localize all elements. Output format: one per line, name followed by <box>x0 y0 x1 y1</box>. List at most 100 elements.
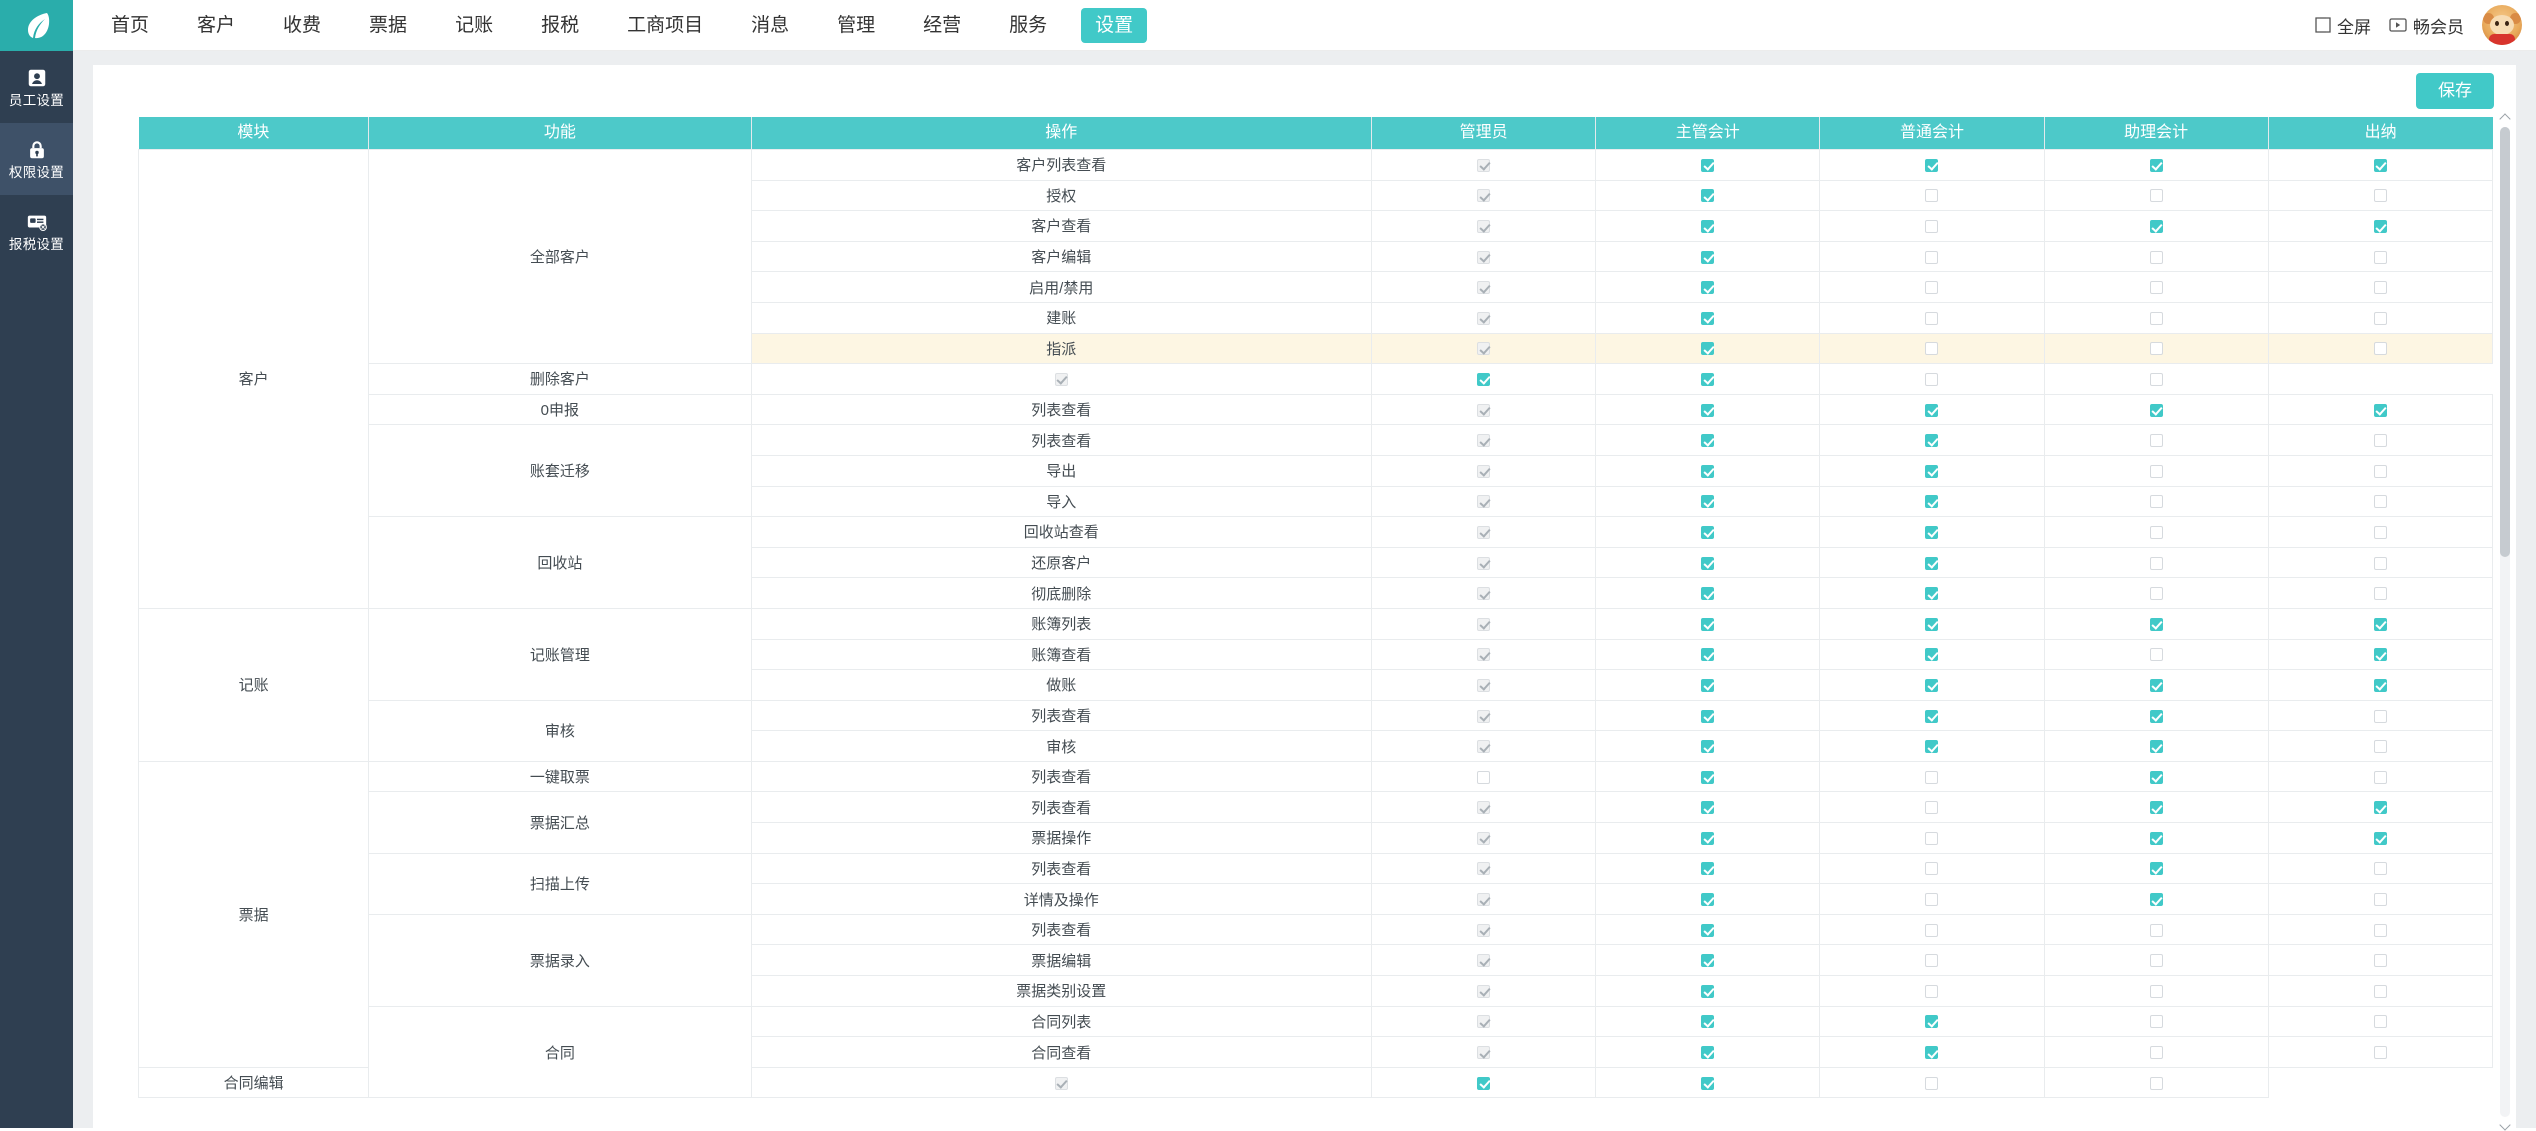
permission-checkbox-4[interactable] <box>2373 678 2387 692</box>
permission-checkbox-3[interactable] <box>2149 464 2163 478</box>
permission-checkbox-4[interactable] <box>2373 434 2387 448</box>
app-logo[interactable] <box>0 0 73 51</box>
permission-checkbox-2[interactable] <box>1925 311 1939 325</box>
permission-checkbox-1[interactable] <box>1701 525 1715 539</box>
permission-checkbox-4[interactable] <box>2373 311 2387 325</box>
permission-checkbox-4[interactable] <box>2149 1076 2163 1090</box>
sidebar-item-1[interactable]: 权限设置 <box>0 123 73 195</box>
permission-checkbox-1[interactable] <box>1701 740 1715 754</box>
permission-checkbox-1[interactable] <box>1701 617 1715 631</box>
permission-checkbox-2[interactable] <box>1925 709 1939 723</box>
permission-checkbox-4[interactable] <box>2373 648 2387 662</box>
permission-checkbox-3[interactable] <box>2149 220 2163 234</box>
permission-checkbox-4[interactable] <box>2373 709 2387 723</box>
permission-checkbox-3[interactable] <box>2149 1015 2163 1029</box>
permission-checkbox-3[interactable] <box>2149 740 2163 754</box>
member-button[interactable]: 畅会员 <box>2389 13 2464 38</box>
permission-checkbox-3[interactable] <box>2149 342 2163 356</box>
permission-checkbox-1[interactable] <box>1701 709 1715 723</box>
permission-checkbox-2[interactable] <box>1925 434 1939 448</box>
permission-checkbox-4[interactable] <box>2373 556 2387 570</box>
permission-checkbox-3[interactable] <box>2149 831 2163 845</box>
permission-checkbox-3[interactable] <box>2149 862 2163 876</box>
permission-checkbox-4[interactable] <box>2373 281 2387 295</box>
save-button[interactable]: 保存 <box>2416 72 2494 110</box>
permission-checkbox-3[interactable] <box>2149 893 2163 907</box>
permission-checkbox-4[interactable] <box>2373 189 2387 203</box>
permission-checkbox-3[interactable] <box>2149 587 2163 601</box>
permission-checkbox-3[interactable] <box>2149 954 2163 968</box>
permission-checkbox-1[interactable] <box>1701 954 1715 968</box>
vertical-scrollbar[interactable] <box>2499 113 2511 1131</box>
permission-checkbox-4[interactable] <box>2373 158 2387 172</box>
permission-checkbox-3[interactable] <box>2149 801 2163 815</box>
nav-item-7[interactable]: 消息 <box>751 14 790 36</box>
permission-checkbox-1[interactable] <box>1701 648 1715 662</box>
nav-item-4[interactable]: 记账 <box>455 14 494 36</box>
permission-checkbox-1[interactable] <box>1701 1015 1715 1029</box>
permission-checkbox-2[interactable] <box>1925 158 1939 172</box>
permission-checkbox-1[interactable] <box>1701 434 1715 448</box>
permission-checkbox-1[interactable] <box>1701 495 1715 509</box>
permission-checkbox-4[interactable] <box>2149 372 2163 386</box>
permission-checkbox-3[interactable] <box>2149 1046 2163 1060</box>
permission-checkbox-2[interactable] <box>1701 1076 1715 1090</box>
permission-checkbox-2[interactable] <box>1925 525 1939 539</box>
permission-checkbox-2[interactable] <box>1925 189 1939 203</box>
permission-checkbox-2[interactable] <box>1925 740 1939 754</box>
permission-checkbox-4[interactable] <box>2373 770 2387 784</box>
permission-checkbox-4[interactable] <box>2373 617 2387 631</box>
fullscreen-button[interactable]: 全屏 <box>2315 13 2371 38</box>
permission-checkbox-3[interactable] <box>2149 923 2163 937</box>
nav-item-6[interactable]: 工商项目 <box>627 14 704 36</box>
nav-item-10[interactable]: 服务 <box>1009 14 1048 36</box>
permission-checkbox-3[interactable] <box>2149 984 2163 998</box>
permission-checkbox-2[interactable] <box>1925 220 1939 234</box>
permission-checkbox-2[interactable] <box>1925 923 1939 937</box>
permission-checkbox-3[interactable] <box>1925 372 1939 386</box>
permission-checkbox-3[interactable] <box>2149 525 2163 539</box>
permission-checkbox-4[interactable] <box>2373 464 2387 478</box>
permission-checkbox-1[interactable] <box>1701 1046 1715 1060</box>
permission-checkbox-4[interactable] <box>2373 250 2387 264</box>
permission-checkbox-4[interactable] <box>2373 862 2387 876</box>
permission-checkbox-4[interactable] <box>2373 403 2387 417</box>
scrollbar-thumb[interactable] <box>2500 127 2510 557</box>
permission-checkbox-3[interactable] <box>2149 648 2163 662</box>
permission-checkbox-2[interactable] <box>1925 893 1939 907</box>
permission-checkbox-2[interactable] <box>1925 770 1939 784</box>
permission-checkbox-4[interactable] <box>2373 1046 2387 1060</box>
permission-checkbox-4[interactable] <box>2373 525 2387 539</box>
permission-checkbox-3[interactable] <box>2149 250 2163 264</box>
permission-checkbox-2[interactable] <box>1925 464 1939 478</box>
permission-checkbox-3[interactable] <box>2149 709 2163 723</box>
sidebar-item-0[interactable]: 员工设置 <box>0 51 73 123</box>
permission-checkbox-4[interactable] <box>2373 1015 2387 1029</box>
permission-checkbox-1[interactable] <box>1701 311 1715 325</box>
permission-checkbox-3[interactable] <box>2149 556 2163 570</box>
permission-checkbox-3[interactable] <box>2149 770 2163 784</box>
permission-checkbox-2[interactable] <box>1925 342 1939 356</box>
permission-checkbox-2[interactable] <box>1925 617 1939 631</box>
permission-checkbox-2[interactable] <box>1925 250 1939 264</box>
permission-checkbox-1[interactable] <box>1701 220 1715 234</box>
permission-checkbox-2[interactable] <box>1925 281 1939 295</box>
permission-checkbox-2[interactable] <box>1925 954 1939 968</box>
permission-checkbox-2[interactable] <box>1925 831 1939 845</box>
permission-checkbox-2[interactable] <box>1925 648 1939 662</box>
permission-checkbox-1[interactable] <box>1701 984 1715 998</box>
permission-checkbox-4[interactable] <box>2373 984 2387 998</box>
permission-checkbox-4[interactable] <box>2373 495 2387 509</box>
nav-item-9[interactable]: 经营 <box>923 14 962 36</box>
permission-checkbox-4[interactable] <box>2373 801 2387 815</box>
permission-checkbox-1[interactable] <box>1701 189 1715 203</box>
permission-checkbox-2[interactable] <box>1925 1046 1939 1060</box>
permission-checkbox-1[interactable] <box>1477 1076 1491 1090</box>
permission-checkbox-2[interactable] <box>1925 984 1939 998</box>
permission-checkbox-3[interactable] <box>2149 495 2163 509</box>
permission-checkbox-2[interactable] <box>1925 587 1939 601</box>
permission-checkbox-1[interactable] <box>1701 342 1715 356</box>
permission-checkbox-1[interactable] <box>1477 372 1491 386</box>
permission-checkbox-1[interactable] <box>1701 831 1715 845</box>
nav-item-8[interactable]: 管理 <box>837 14 876 36</box>
